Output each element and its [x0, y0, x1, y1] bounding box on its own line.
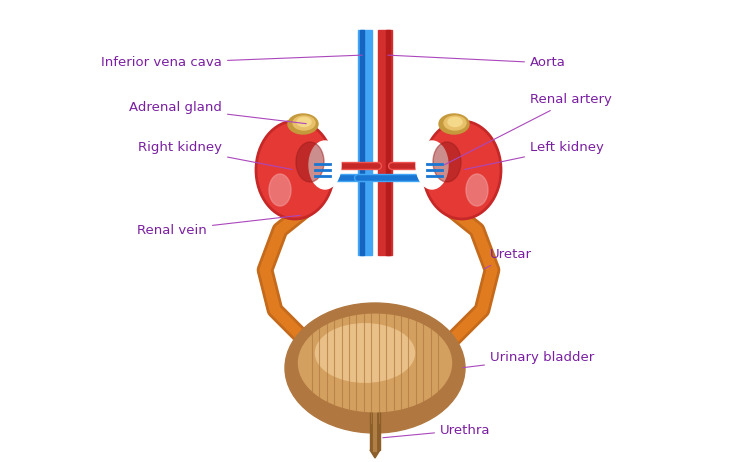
Polygon shape: [360, 30, 364, 255]
Ellipse shape: [444, 116, 466, 130]
Ellipse shape: [416, 141, 448, 189]
Polygon shape: [386, 30, 390, 255]
Ellipse shape: [269, 174, 291, 206]
Ellipse shape: [309, 141, 341, 189]
Text: Renal vein: Renal vein: [137, 215, 300, 237]
Polygon shape: [370, 398, 380, 450]
Ellipse shape: [293, 116, 315, 130]
Ellipse shape: [439, 114, 469, 134]
Text: Urinary bladder: Urinary bladder: [463, 352, 594, 368]
Ellipse shape: [296, 142, 324, 182]
Ellipse shape: [466, 174, 488, 206]
Ellipse shape: [448, 117, 462, 127]
Polygon shape: [378, 30, 392, 255]
Ellipse shape: [285, 303, 465, 433]
Text: Left kidney: Left kidney: [465, 141, 604, 170]
Ellipse shape: [440, 140, 494, 210]
Polygon shape: [370, 450, 380, 458]
Ellipse shape: [423, 121, 501, 219]
Ellipse shape: [288, 114, 318, 134]
Text: Renal artery: Renal artery: [445, 93, 612, 165]
Text: Inferior vena cava: Inferior vena cava: [101, 55, 362, 69]
Text: Uretar: Uretar: [484, 249, 532, 269]
Text: Right kidney: Right kidney: [138, 141, 292, 170]
Polygon shape: [358, 30, 372, 255]
Ellipse shape: [297, 117, 311, 127]
Text: Urethra: Urethra: [382, 424, 490, 438]
Polygon shape: [360, 398, 390, 428]
Ellipse shape: [298, 314, 452, 412]
Ellipse shape: [433, 142, 461, 182]
Ellipse shape: [262, 140, 317, 210]
Text: Adrenal gland: Adrenal gland: [129, 102, 306, 124]
Ellipse shape: [256, 121, 334, 219]
Ellipse shape: [316, 324, 415, 382]
Text: Aorta: Aorta: [388, 55, 566, 69]
